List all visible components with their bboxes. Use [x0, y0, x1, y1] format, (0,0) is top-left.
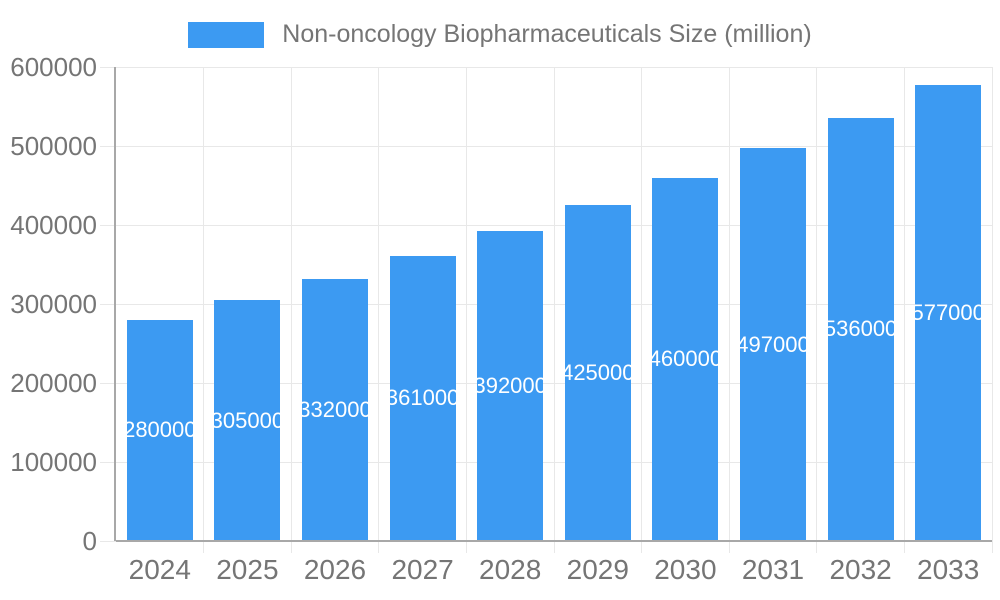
bar-value-label: 425000 [564, 360, 631, 386]
y-axis-tick-label: 200000 [10, 368, 97, 398]
gridline-vertical [903, 67, 905, 553]
y-axis-tick-label: 100000 [10, 447, 97, 477]
x-axis-category-label: 2032 [829, 554, 892, 585]
bar-value-label: 361000 [389, 385, 456, 411]
x-axis-category-label: 2026 [303, 554, 367, 585]
gridline-horizontal [100, 66, 992, 68]
x-axis-category-label: 2033 [917, 554, 980, 585]
x-axis-category-label: 2028 [479, 554, 542, 585]
gridline-horizontal [100, 382, 992, 384]
bar-value-label: 536000 [827, 316, 894, 342]
bar-value-label: 332000 [302, 396, 368, 422]
x-axis-category-label: 2031 [741, 554, 805, 585]
x-axis-category-label: 2027 [391, 554, 454, 585]
gridline-vertical [641, 67, 643, 553]
gridline-vertical [991, 67, 993, 553]
plot-area: 280000 305000 332000 361000 392000 425000 4600… [100, 66, 993, 553]
gridline-horizontal [100, 461, 992, 463]
gridline-vertical [203, 67, 205, 553]
bar-value-label: 497000 [740, 331, 806, 357]
bar[interactable]: 305000 [214, 300, 281, 541]
gridline-vertical [290, 67, 292, 553]
x-axis-category-label: 2029 [566, 554, 629, 585]
y-axis-tick-label: 500000 [10, 131, 97, 161]
bar[interactable]: 425000 [564, 205, 631, 541]
bar[interactable]: 361000 [389, 255, 456, 541]
bar[interactable]: 460000 [652, 177, 719, 541]
gridline-horizontal [100, 224, 992, 226]
bar-value-label: 280000 [126, 417, 193, 443]
bar-value-label: 577000 [915, 300, 982, 326]
gridline-vertical [728, 67, 730, 553]
gridline-horizontal [100, 145, 992, 147]
bar[interactable]: 332000 [302, 278, 368, 541]
bar[interactable]: 577000 [915, 85, 982, 541]
legend-label: Non-oncology Biopharmaceuticals Size (mi… [282, 20, 812, 48]
gridline-vertical [816, 67, 818, 553]
y-axis-labels: 0 100000 200000 300000 400000 500000 600000 [0, 54, 97, 554]
y-axis-tick-label: 0 [82, 526, 97, 556]
gridline-vertical [378, 67, 380, 553]
bar[interactable]: 392000 [477, 231, 544, 541]
bar[interactable]: 280000 [126, 319, 193, 541]
bar-value-label: 460000 [652, 346, 719, 372]
bar[interactable]: 536000 [827, 117, 894, 541]
y-axis-tick-label: 400000 [10, 210, 97, 240]
gridline-horizontal [100, 303, 992, 305]
y-axis-tick-label: 300000 [10, 289, 97, 319]
bar-value-label: 392000 [477, 373, 544, 399]
x-axis-category-label: 2025 [216, 554, 279, 585]
x-axis-line [116, 540, 992, 542]
gridline-vertical [553, 67, 555, 553]
y-axis-tick-label: 600000 [10, 52, 97, 82]
x-axis-category-label: 2030 [654, 554, 717, 585]
x-axis-labels: 2024 2025 2026 2027 2028 2029 2030 2031 2032 2033 [116, 553, 992, 587]
legend-item[interactable]: Non-oncology Biopharmaceuticals Size (mi… [0, 20, 1000, 49]
bar-value-label: 305000 [214, 407, 281, 433]
x-axis-category-label: 2024 [128, 554, 191, 585]
gridline-vertical [465, 67, 467, 553]
bar[interactable]: 497000 [740, 148, 806, 541]
y-axis-line [114, 67, 116, 541]
legend-swatch [188, 21, 265, 48]
